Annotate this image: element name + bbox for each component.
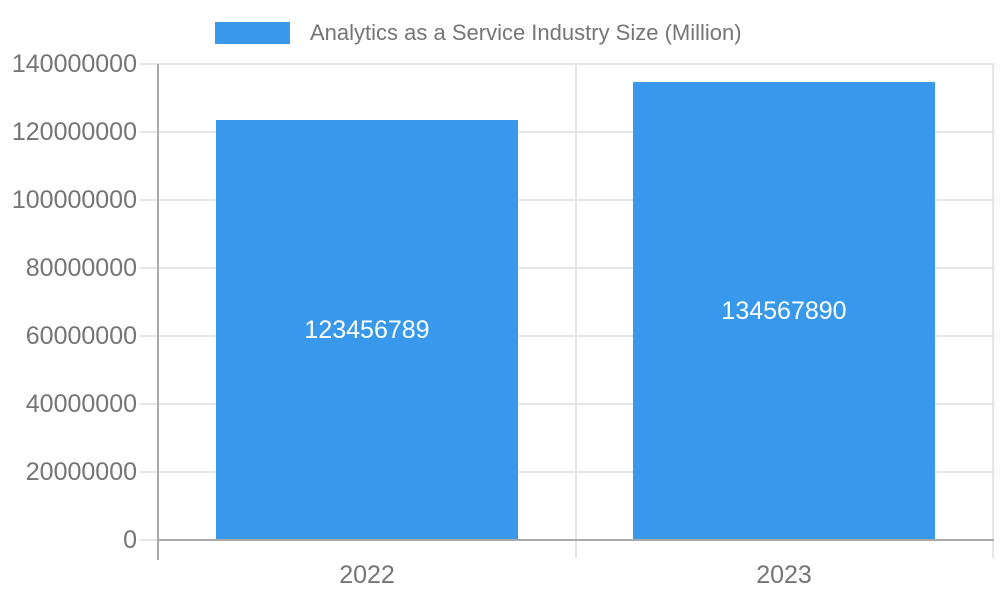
y-tick [140, 539, 158, 541]
y-axis-label: 0 [123, 526, 137, 554]
x-axis-line [157, 539, 994, 541]
chart-title: Analytics as a Service Industry Size (Mi… [310, 20, 742, 45]
category-separator [575, 64, 577, 558]
y-axis-label: 100000000 [11, 186, 137, 214]
y-axis-line [157, 64, 159, 560]
gridline [140, 335, 995, 337]
plot-right-border [992, 64, 994, 558]
y-axis-label: 60000000 [25, 322, 137, 350]
y-axis-label: 80000000 [25, 254, 137, 282]
y-axis-label: 40000000 [25, 390, 137, 418]
bar-2022[interactable] [216, 120, 518, 540]
gridline [140, 471, 995, 473]
gridline [140, 403, 995, 405]
x-axis-label: 2023 [756, 561, 812, 589]
chart-legend: Analytics as a Service Industry Size (Mi… [215, 20, 742, 45]
y-axis-label: 140000000 [11, 50, 137, 78]
legend-swatch-icon [215, 22, 290, 44]
gridline [140, 131, 995, 133]
x-axis-label: 2022 [339, 561, 395, 589]
gridline [140, 63, 995, 65]
y-axis-label: 120000000 [11, 118, 137, 146]
bar-value-label: 123456789 [304, 316, 430, 344]
gridline [140, 267, 995, 269]
bar-2023[interactable] [633, 82, 935, 540]
bar-value-label: 134567890 [721, 297, 847, 325]
y-axis-label: 20000000 [25, 458, 137, 486]
gridline [140, 199, 995, 201]
